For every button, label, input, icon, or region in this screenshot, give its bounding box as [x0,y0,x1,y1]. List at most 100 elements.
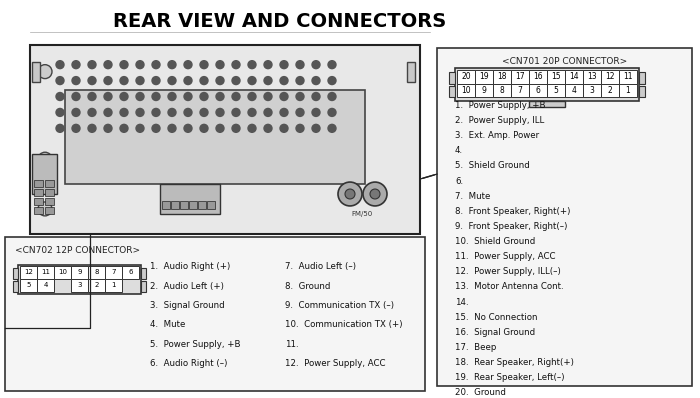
Bar [162,201,170,209]
Circle shape [280,76,288,84]
Circle shape [345,189,355,199]
Circle shape [232,76,240,84]
Text: 7: 7 [517,86,522,95]
Circle shape [200,60,208,68]
Circle shape [296,76,304,84]
Circle shape [120,92,128,100]
Bar [547,70,565,84]
Text: 10.  Communication TX (+): 10. Communication TX (+) [285,320,402,329]
Text: 2: 2 [94,282,99,288]
Bar [493,84,511,98]
Circle shape [338,182,362,206]
Circle shape [72,108,80,116]
Bar [511,84,529,98]
Bar [493,70,511,84]
Bar [141,267,146,279]
Bar [32,62,40,82]
Text: REAR VIEW AND CONNECTORS: REAR VIEW AND CONNECTORS [113,12,447,31]
Text: 2: 2 [608,86,612,95]
Circle shape [120,124,128,132]
Bar [449,72,455,84]
Circle shape [296,108,304,116]
Text: 8.  Front Speaker, Right(+): 8. Front Speaker, Right(+) [455,207,570,216]
Bar [437,48,692,386]
Bar [122,265,139,279]
Text: 12: 12 [606,72,615,81]
Circle shape [232,108,240,116]
Circle shape [136,124,144,132]
Circle shape [72,124,80,132]
Text: 20: 20 [461,72,471,81]
Circle shape [104,108,112,116]
Bar [34,198,43,205]
Text: 3: 3 [77,282,82,288]
Text: 4: 4 [43,282,48,288]
Circle shape [328,124,336,132]
Text: 4: 4 [572,86,576,95]
Bar [88,265,105,279]
Text: 2.  Power Supply, ILL: 2. Power Supply, ILL [455,116,545,125]
Circle shape [72,92,80,100]
Bar [37,279,54,291]
Circle shape [152,92,160,100]
Circle shape [38,202,52,216]
Text: 5: 5 [554,86,559,95]
Bar [198,201,206,209]
Text: 2.  Audio Left (+): 2. Audio Left (+) [150,281,224,291]
Text: 17: 17 [515,72,525,81]
Bar [20,265,37,279]
Circle shape [312,108,320,116]
Text: 4.  Mute: 4. Mute [150,320,186,329]
Text: 20.  Ground: 20. Ground [455,388,506,397]
Text: 11: 11 [623,72,633,81]
Circle shape [136,76,144,84]
Circle shape [38,64,52,78]
Text: 10: 10 [461,86,471,95]
Bar [475,84,493,98]
Text: 1.  Power Supply, +B: 1. Power Supply, +B [455,101,545,110]
Circle shape [152,108,160,116]
Bar [18,265,141,295]
Circle shape [280,108,288,116]
Circle shape [88,92,96,100]
Circle shape [104,92,112,100]
Circle shape [88,60,96,68]
Circle shape [216,124,224,132]
Text: 11.: 11. [285,340,299,349]
Circle shape [248,124,256,132]
Bar [583,70,601,84]
Bar [5,237,425,391]
Text: 7.  Mute: 7. Mute [455,192,491,201]
Bar [45,207,54,214]
Bar [207,201,215,209]
Bar [565,84,583,98]
Bar [565,70,583,84]
Circle shape [200,124,208,132]
Circle shape [370,189,380,199]
Text: 4.: 4. [455,146,463,155]
Text: 7.  Audio Left (–): 7. Audio Left (–) [285,262,356,271]
Circle shape [152,76,160,84]
Text: 5.  Power Supply, +B: 5. Power Supply, +B [150,340,241,349]
Bar [457,70,475,84]
Circle shape [168,76,176,84]
Text: 5: 5 [27,282,31,288]
Text: 3: 3 [589,86,594,95]
Circle shape [232,60,240,68]
Circle shape [264,76,272,84]
Circle shape [56,92,64,100]
Text: 14.: 14. [455,298,468,306]
Circle shape [168,92,176,100]
Circle shape [363,182,387,206]
Text: 13.  Motor Antenna Cont.: 13. Motor Antenna Cont. [455,283,564,291]
Circle shape [168,108,176,116]
Circle shape [328,76,336,84]
Circle shape [136,108,144,116]
Bar [71,265,88,279]
Text: 15.  No Connection: 15. No Connection [455,313,538,322]
Bar [13,281,18,291]
Bar [171,201,179,209]
Bar [601,70,619,84]
Circle shape [88,124,96,132]
Circle shape [216,60,224,68]
